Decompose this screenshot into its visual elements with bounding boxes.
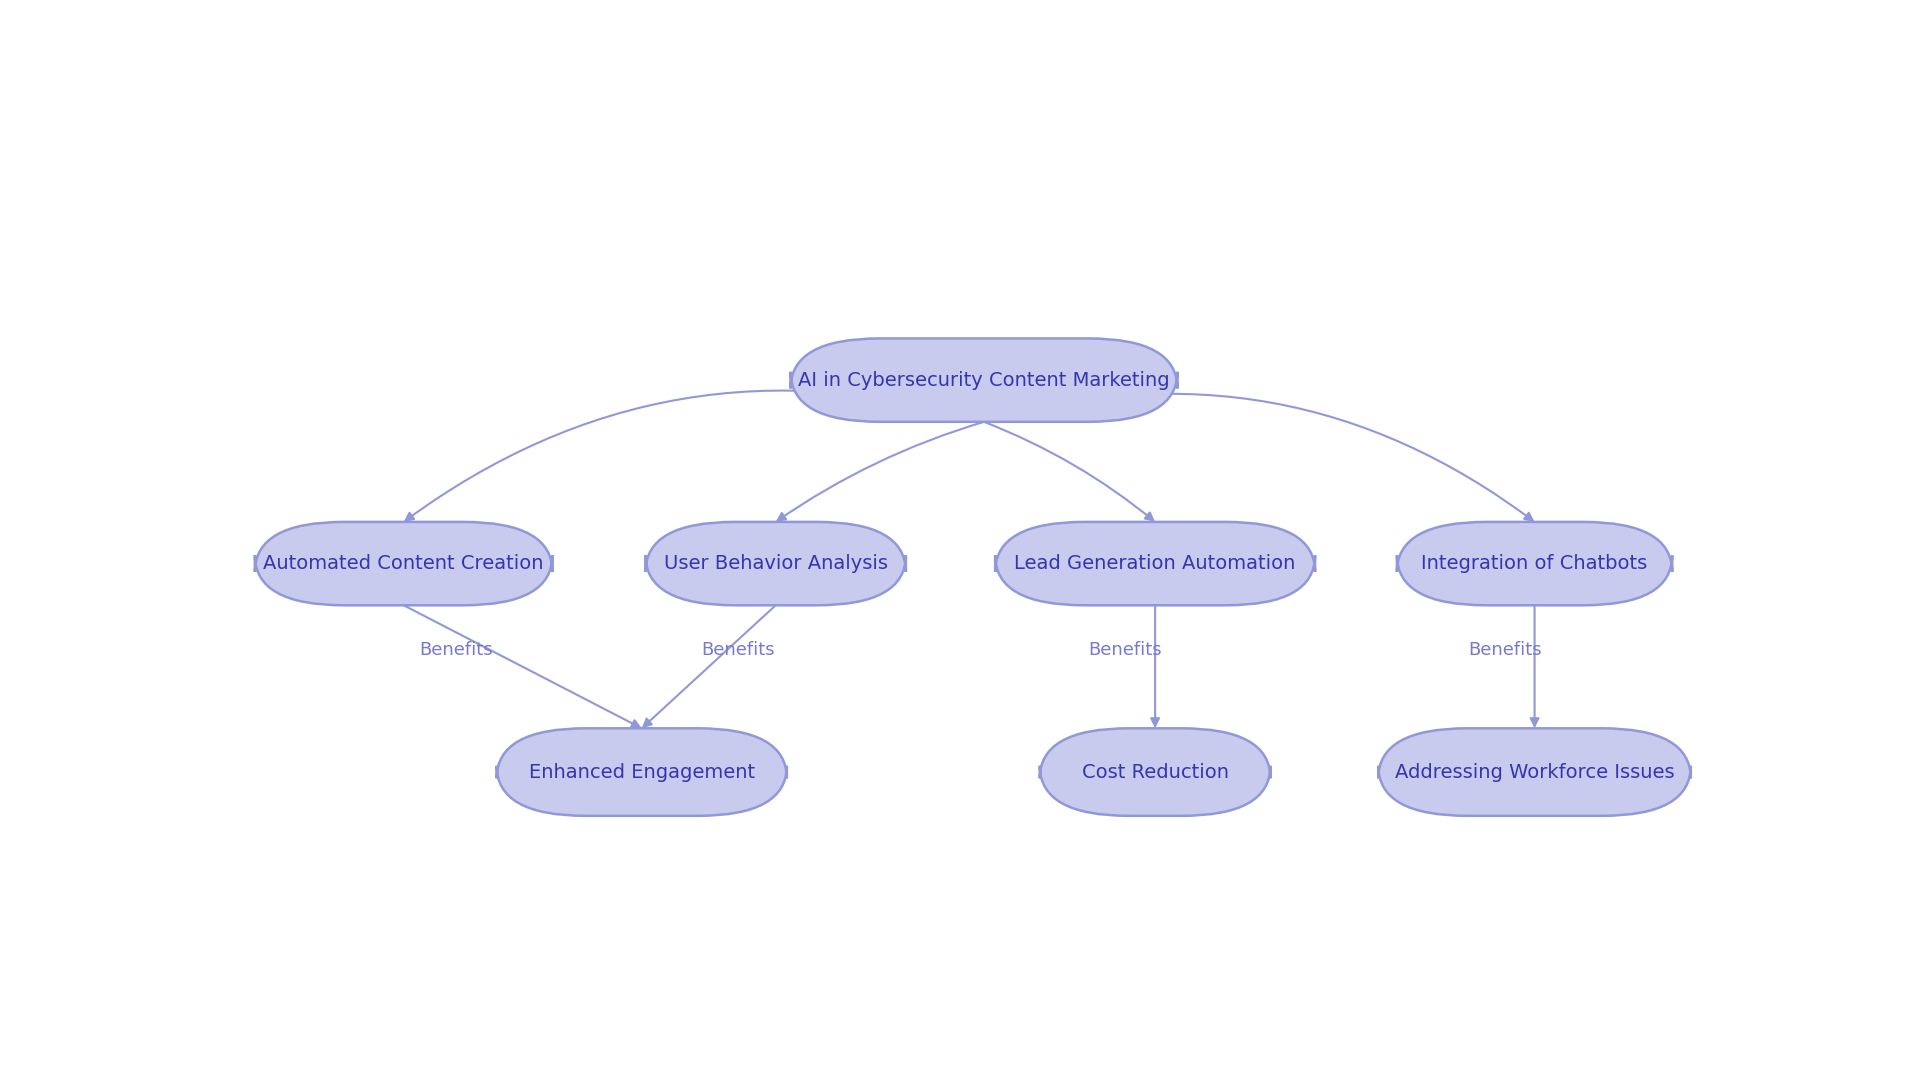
FancyBboxPatch shape	[791, 339, 1177, 422]
FancyBboxPatch shape	[995, 522, 1315, 605]
FancyBboxPatch shape	[1398, 522, 1672, 605]
Text: Integration of Chatbots: Integration of Chatbots	[1421, 554, 1647, 573]
FancyBboxPatch shape	[497, 728, 787, 815]
Text: Cost Reduction: Cost Reduction	[1081, 762, 1229, 782]
FancyBboxPatch shape	[255, 522, 553, 605]
Text: Benefits: Benefits	[1469, 641, 1542, 660]
Text: Automated Content Creation: Automated Content Creation	[263, 554, 543, 573]
Text: User Behavior Analysis: User Behavior Analysis	[664, 554, 887, 573]
Text: Benefits: Benefits	[419, 641, 493, 660]
Text: Benefits: Benefits	[701, 641, 776, 660]
FancyBboxPatch shape	[1379, 728, 1692, 815]
FancyBboxPatch shape	[1041, 728, 1271, 815]
Text: Addressing Workforce Issues: Addressing Workforce Issues	[1394, 762, 1674, 782]
Text: Benefits: Benefits	[1089, 641, 1162, 660]
Text: Lead Generation Automation: Lead Generation Automation	[1014, 554, 1296, 573]
Text: Enhanced Engagement: Enhanced Engagement	[528, 762, 755, 782]
FancyBboxPatch shape	[645, 522, 906, 605]
Text: AI in Cybersecurity Content Marketing: AI in Cybersecurity Content Marketing	[799, 370, 1169, 390]
